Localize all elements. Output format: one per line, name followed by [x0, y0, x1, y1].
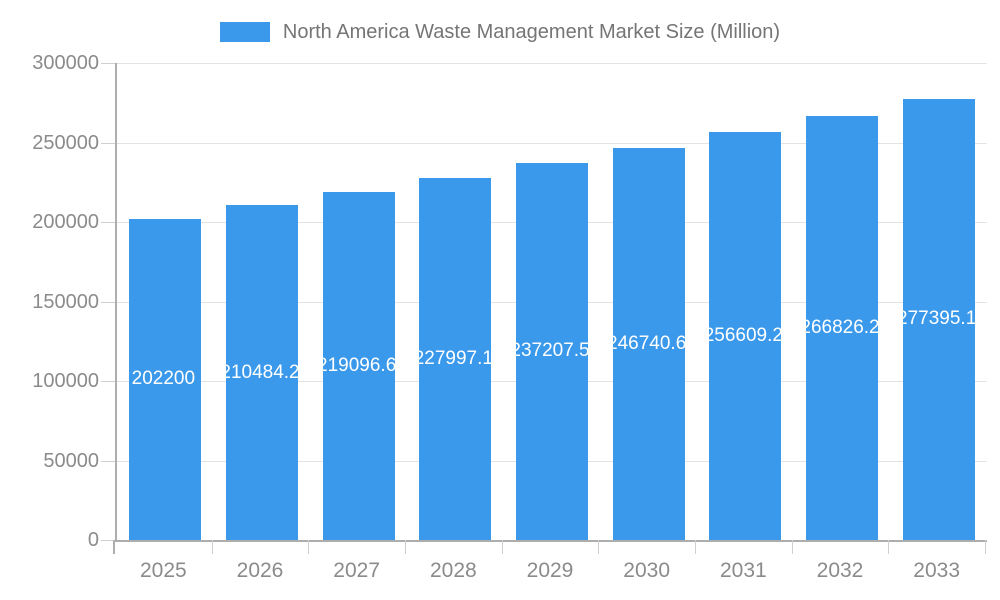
- y-axis-extension: [113, 540, 115, 554]
- x-axis-label: 2031: [719, 559, 767, 582]
- plot-area[interactable]: [115, 63, 987, 542]
- bar-value-label: 202200: [131, 368, 196, 390]
- y-gridline: [117, 63, 987, 64]
- x-axis-label: 2033: [913, 559, 961, 582]
- bar-value-label: 227997.1: [413, 347, 493, 369]
- bar[interactable]: [612, 147, 685, 540]
- legend-swatch: [219, 22, 270, 42]
- bar[interactable]: [709, 132, 782, 540]
- y-axis-label: 300000: [32, 52, 99, 74]
- y-axis-label: 150000: [32, 290, 99, 313]
- x-axis-tick: [888, 540, 890, 554]
- bar[interactable]: [129, 218, 202, 540]
- bar-value-label: 219096.6: [317, 354, 397, 376]
- y-gridline: [117, 142, 987, 144]
- bar[interactable]: [806, 115, 878, 540]
- x-axis-tick: [211, 540, 213, 554]
- y-axis-tick: [101, 301, 115, 303]
- bar-value-label: 237207.5: [510, 340, 590, 362]
- x-axis-label: 2029: [526, 559, 574, 582]
- x-axis-tick: [598, 540, 600, 554]
- x-axis-label: 2028: [429, 559, 477, 582]
- x-axis-tick: [308, 540, 310, 554]
- bar[interactable]: [322, 191, 395, 540]
- x-axis-label: 2032: [816, 559, 864, 582]
- y-axis-tick: [101, 381, 115, 382]
- y-axis-label: 0: [87, 529, 99, 551]
- y-axis-tick: [101, 63, 115, 64]
- x-axis-tick: [405, 540, 406, 554]
- x-axis-label: 2025: [139, 559, 187, 582]
- bar[interactable]: [419, 177, 492, 540]
- bar-value-label: 277395.1: [897, 308, 977, 330]
- x-axis-tick: [501, 540, 503, 554]
- legend-label: North America Waste Management Market Si…: [282, 21, 781, 43]
- y-axis-label: 100000: [32, 370, 99, 392]
- bar-value-label: 246740.6: [607, 332, 687, 354]
- y-axis-label: 250000: [32, 131, 99, 154]
- legend-item[interactable]: North America Waste Management Market Si…: [0, 18, 1000, 46]
- bar-value-label: 210484.2: [220, 361, 300, 383]
- x-axis-tick: [985, 540, 986, 554]
- y-axis-tick: [101, 222, 115, 223]
- y-axis-tick: [101, 460, 115, 462]
- x-axis-tick: [695, 540, 696, 554]
- bar-value-label: 266826.2: [800, 316, 880, 338]
- y-axis-label: 200000: [32, 211, 99, 233]
- y-axis-tick: [101, 142, 115, 144]
- x-axis-label: 2027: [333, 559, 381, 582]
- x-axis-label: 2030: [623, 559, 671, 582]
- bar-value-label: 256609.2: [703, 324, 783, 346]
- bar[interactable]: [226, 205, 298, 540]
- x-axis-label: 2026: [236, 559, 284, 582]
- y-axis-label: 50000: [43, 449, 99, 472]
- y-axis-tick: [101, 540, 115, 541]
- bar[interactable]: [516, 162, 588, 540]
- x-axis-tick: [791, 540, 793, 554]
- bar[interactable]: [902, 98, 975, 540]
